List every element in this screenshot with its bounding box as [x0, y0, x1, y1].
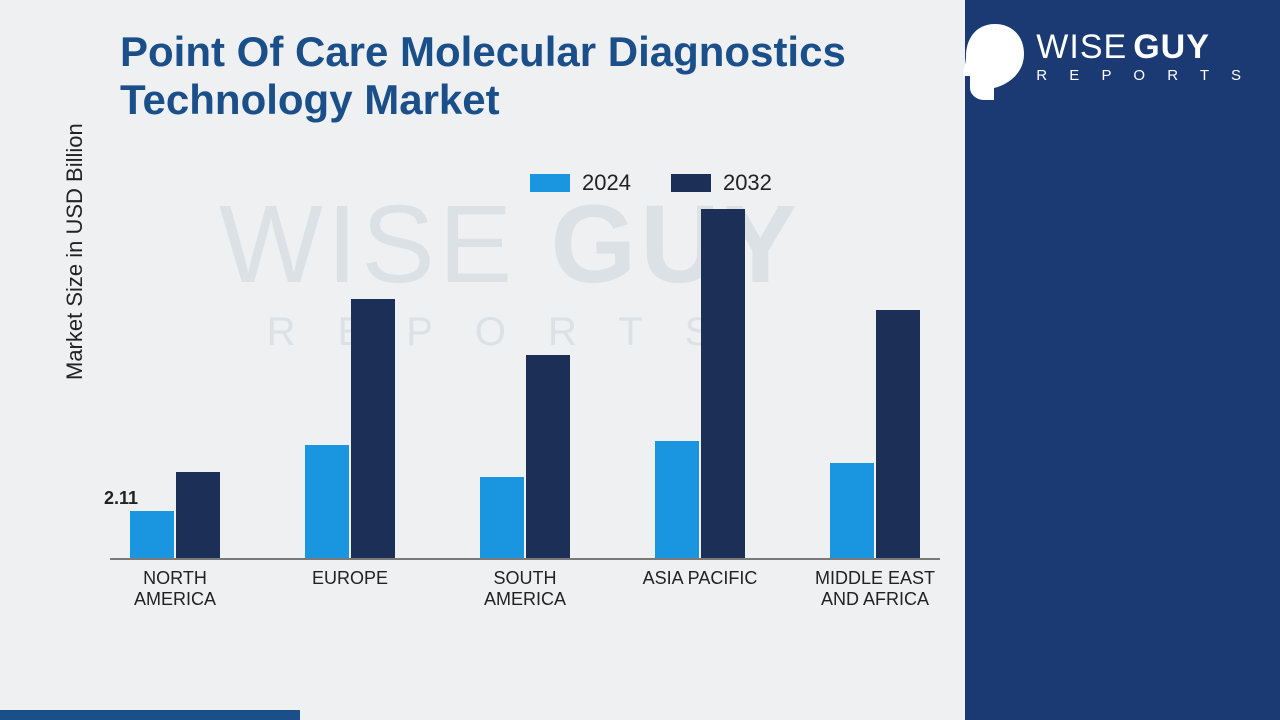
category-label: EUROPE [280, 568, 420, 589]
bar-2024 [130, 511, 174, 558]
bar-2032 [876, 310, 920, 558]
footer-accent [0, 710, 300, 720]
value-label: 2.11 [104, 488, 138, 509]
legend: 2024 2032 [530, 170, 772, 196]
legend-label: 2032 [723, 170, 772, 196]
bar-2032 [351, 299, 395, 558]
bar-2024 [655, 441, 699, 558]
bar-pair [130, 472, 220, 558]
bar-2032 [176, 472, 220, 558]
brand-band [965, 0, 1280, 720]
legend-item: 2024 [530, 170, 631, 196]
chart-title: Point Of Care Molecular Diagnostics Tech… [120, 28, 870, 125]
legend-label: 2024 [582, 170, 631, 196]
bar-pair [830, 310, 920, 558]
category-label: MIDDLE EAST AND AFRICA [805, 568, 945, 609]
bar-2032 [526, 355, 570, 558]
chart-canvas: WISE GUY R E P O R T S WISE GUY REPORTS … [0, 0, 1280, 720]
category-label: SOUTH AMERICA [455, 568, 595, 609]
brand-reports: R E P O R T S [1036, 68, 1250, 84]
brand-guy: GUY [1133, 30, 1210, 66]
bar-pair [305, 299, 395, 558]
plot-area: NORTH AMERICA2.11EUROPESOUTH AMERICAASIA… [110, 200, 940, 560]
bar-pair [480, 355, 570, 558]
category-label: ASIA PACIFIC [630, 568, 770, 589]
bar-2024 [305, 445, 349, 558]
legend-swatch [530, 174, 570, 192]
bar-2024 [830, 463, 874, 558]
logo-head-icon [960, 22, 1030, 102]
x-axis-line [110, 558, 940, 560]
category-label: NORTH AMERICA [105, 568, 245, 609]
legend-swatch [671, 174, 711, 192]
brand-wise: WISE [1036, 30, 1127, 66]
bar-2024 [480, 477, 524, 558]
bar-pair [655, 209, 745, 558]
legend-item: 2032 [671, 170, 772, 196]
y-axis-label: Market Size in USD Billion [62, 123, 88, 380]
bar-2032 [701, 209, 745, 558]
brand-logo: WISE GUY R E P O R T S [1036, 30, 1250, 83]
